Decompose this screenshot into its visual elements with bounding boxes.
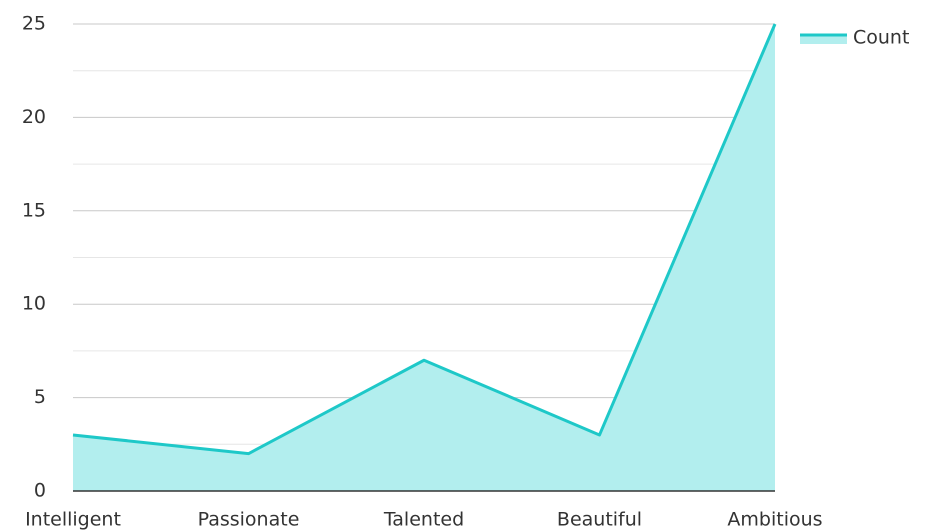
y-tick-label: 10: [22, 293, 46, 315]
x-tick-label: Talented: [383, 509, 464, 531]
y-tick-label: 15: [22, 199, 46, 221]
x-tick-label: Beautiful: [557, 509, 642, 531]
x-tick-label: Passionate: [198, 509, 300, 531]
y-tick-label: 0: [34, 480, 46, 502]
y-tick-label: 25: [22, 13, 46, 35]
area-fill: [73, 24, 775, 491]
area-line: [72, 23, 777, 456]
legend-swatch: [800, 34, 847, 44]
y-tick-label: 20: [22, 106, 46, 128]
x-tick-label: Ambitious: [727, 509, 822, 531]
x-tick-label: Intelligent: [25, 509, 121, 531]
legend-label: Count: [853, 27, 909, 49]
y-tick-label: 5: [34, 386, 46, 408]
